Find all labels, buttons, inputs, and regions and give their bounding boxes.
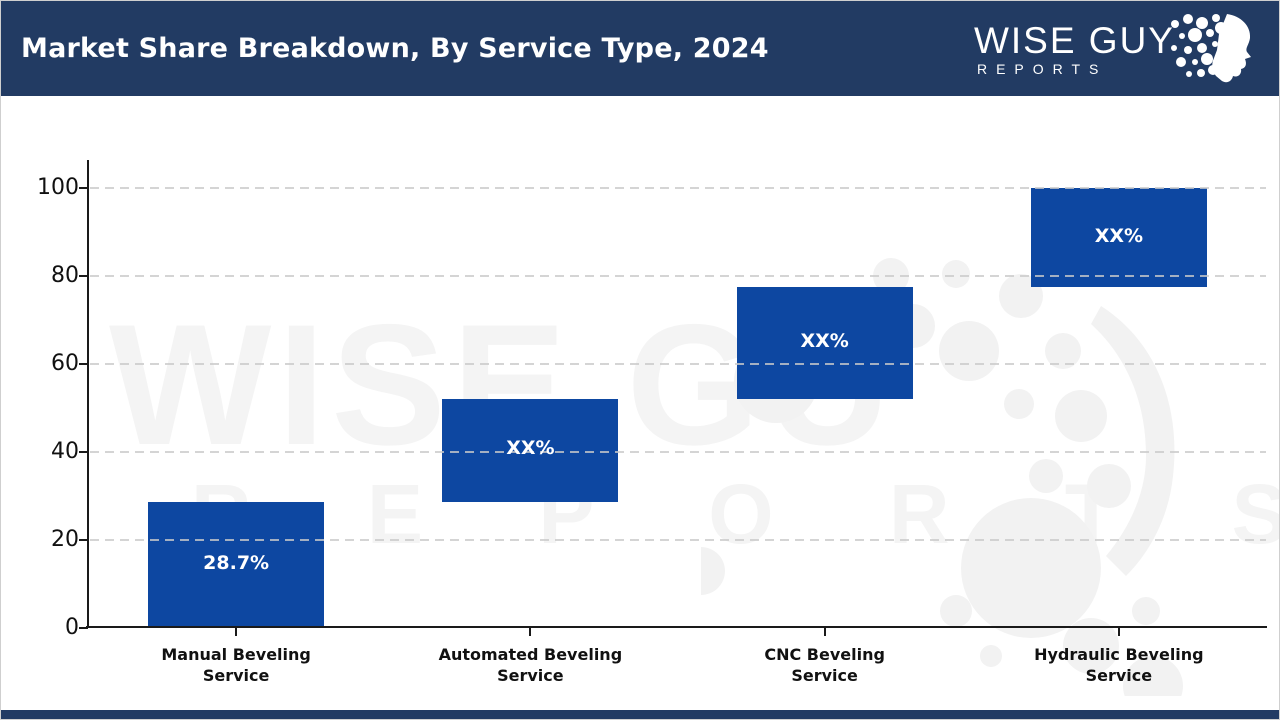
- plot-area: 0 20 40 60 80 100 28.7% XX% XX% XX% Manual Bevelin…: [37, 160, 1267, 685]
- gridline-20: [90, 539, 1266, 541]
- y-tick-label-0: 0: [65, 615, 79, 640]
- x-category-label-3: CNC Beveling Service: [764, 645, 885, 685]
- header: Market Share Breakdown, By Service Type,…: [1, 1, 1279, 96]
- gridline-60: [90, 363, 1266, 365]
- bar-value-label-3: XX%: [800, 330, 849, 353]
- chart-area: WISE GU R E P O R T S 0 20 40 60 80 100 28.7% X…: [1, 96, 1279, 712]
- y-tick-mark-0: [79, 627, 88, 629]
- wiseguy-logo: WISE GUY REPORTS: [974, 10, 1257, 88]
- y-tick-mark-80: [79, 275, 88, 277]
- gridline-40: [90, 451, 1266, 453]
- logo-text: WISE GUY REPORTS: [974, 22, 1175, 76]
- bar-value-label-4: XX%: [1094, 224, 1144, 247]
- y-tick-label-60: 60: [51, 351, 79, 376]
- y-tick-label-40: 40: [51, 439, 79, 464]
- x-tick-mark-2: [529, 628, 532, 636]
- footer-bar: [1, 710, 1279, 719]
- y-tick-label-100: 100: [37, 175, 79, 200]
- bar-4: [1030, 188, 1207, 287]
- y-axis-line: [87, 160, 89, 628]
- x-category-label-4: Hydraulic Beveling Service: [1034, 645, 1204, 685]
- y-tick-label-20: 20: [51, 527, 79, 552]
- x-tick-mark-3: [823, 628, 826, 636]
- gridline-100: [90, 187, 1266, 189]
- bar-value-label-1: 28.7%: [203, 551, 270, 574]
- y-tick-mark-20: [79, 539, 88, 541]
- x-tick-mark-1: [235, 628, 238, 636]
- bar-1: [148, 501, 325, 628]
- x-category-label-1: Manual Beveling Service: [161, 645, 311, 685]
- x-axis-line: [86, 626, 1267, 628]
- y-tick-mark-40: [79, 451, 88, 453]
- y-tick-label-80: 80: [51, 263, 79, 288]
- gridline-80: [90, 275, 1266, 277]
- x-tick-mark-4: [1117, 628, 1120, 636]
- bar-2: [442, 399, 619, 502]
- logo-face-dots-icon: [1171, 13, 1251, 82]
- logo-wordmark: WISE GUY: [973, 19, 1175, 61]
- y-tick-mark-100: [79, 187, 88, 189]
- y-tick-mark-60: [79, 363, 88, 365]
- bar-value-label-2: XX%: [506, 437, 555, 460]
- chart-title: Market Share Breakdown, By Service Type,…: [21, 33, 769, 64]
- x-category-label-2: Automated Beveling Service: [438, 645, 623, 685]
- logo-subtext: REPORTS: [976, 60, 1108, 77]
